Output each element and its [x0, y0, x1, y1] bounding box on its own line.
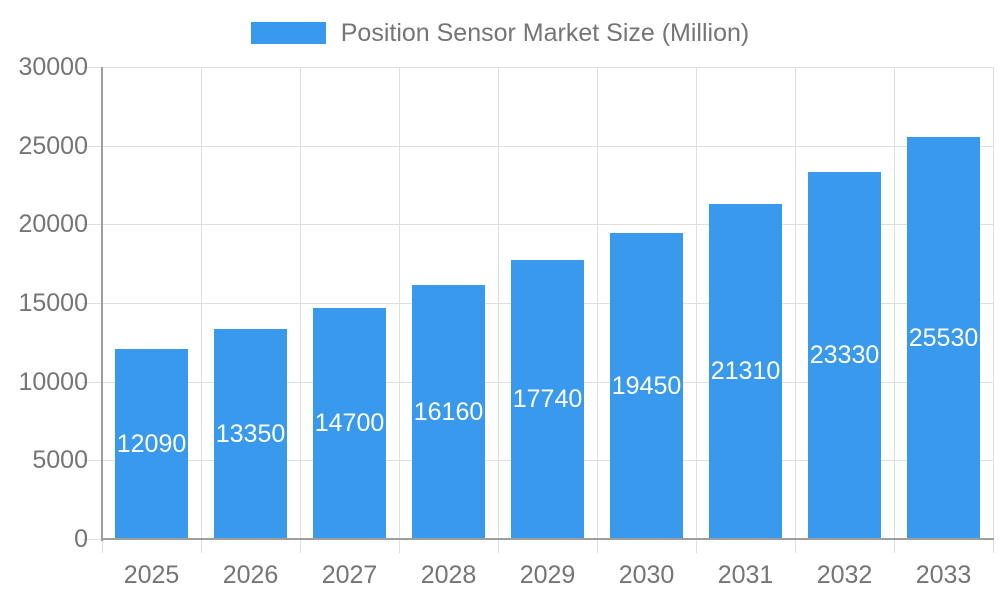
x-tick-mark	[993, 539, 994, 553]
x-axis-line	[101, 538, 994, 540]
grid-line-vertical	[597, 67, 598, 539]
bar-value-label: 16160	[413, 398, 484, 426]
legend-swatch	[250, 22, 326, 44]
bar	[115, 349, 188, 539]
y-tick-mark	[83, 382, 102, 383]
y-tick-label: 5000	[32, 446, 88, 474]
grid-line-vertical	[201, 67, 202, 539]
y-tick-mark	[83, 539, 102, 540]
x-tick-mark	[102, 539, 103, 553]
x-tick-label: 2031	[717, 561, 774, 589]
grid-line-vertical	[498, 67, 499, 539]
x-tick-mark	[201, 539, 202, 553]
y-tick-mark	[83, 303, 102, 304]
bar-value-label: 17740	[512, 385, 583, 413]
bar	[511, 260, 584, 539]
x-tick-label: 2025	[123, 561, 180, 589]
bar	[808, 172, 881, 539]
grid-line-vertical	[795, 67, 796, 539]
bar-value-label: 19450	[611, 372, 682, 400]
bar	[907, 137, 980, 539]
bar	[610, 233, 683, 539]
bar-value-label: 23330	[809, 341, 880, 369]
bar	[214, 329, 287, 539]
bar-value-label: 14700	[314, 409, 385, 437]
grid-line-horizontal	[102, 224, 993, 225]
x-tick-mark	[399, 539, 400, 553]
legend-label: Position Sensor Market Size (Million)	[340, 19, 750, 47]
grid-line-vertical	[696, 67, 697, 539]
bar	[313, 308, 386, 539]
x-tick-mark	[300, 539, 301, 553]
grid-line-vertical	[300, 67, 301, 539]
y-tick-label: 25000	[18, 132, 88, 160]
x-tick-label: 2029	[519, 561, 576, 589]
x-tick-mark	[696, 539, 697, 553]
y-tick-label: 0	[74, 525, 88, 553]
y-tick-mark	[83, 224, 102, 225]
y-tick-label: 15000	[18, 289, 88, 317]
grid-line-vertical	[894, 67, 895, 539]
x-tick-label: 2032	[816, 561, 873, 589]
y-tick-label: 20000	[18, 210, 88, 238]
x-tick-label: 2027	[321, 561, 378, 589]
bar-value-label: 13350	[215, 420, 286, 448]
y-tick-mark	[83, 67, 102, 68]
x-tick-label: 2026	[222, 561, 279, 589]
grid-line-vertical	[399, 67, 400, 539]
grid-line-horizontal	[102, 146, 993, 147]
bar	[412, 285, 485, 539]
y-axis-line	[101, 67, 103, 541]
x-tick-label: 2033	[915, 561, 972, 589]
legend: Position Sensor Market Size (Million)	[0, 20, 1000, 46]
x-tick-mark	[795, 539, 796, 553]
y-tick-mark	[83, 460, 102, 461]
grid-line-horizontal	[102, 67, 993, 68]
grid-line-vertical	[993, 67, 994, 539]
bar-value-label: 25530	[908, 324, 979, 352]
x-tick-label: 2030	[618, 561, 675, 589]
x-tick-mark	[498, 539, 499, 553]
x-tick-mark	[597, 539, 598, 553]
x-tick-mark	[894, 539, 895, 553]
y-tick-label: 10000	[18, 368, 88, 396]
y-tick-label: 30000	[18, 53, 88, 81]
bar-value-label: 12090	[116, 430, 187, 458]
y-tick-mark	[83, 146, 102, 147]
x-tick-label: 2028	[420, 561, 477, 589]
bar-value-label: 21310	[710, 357, 781, 385]
bar	[709, 204, 782, 539]
